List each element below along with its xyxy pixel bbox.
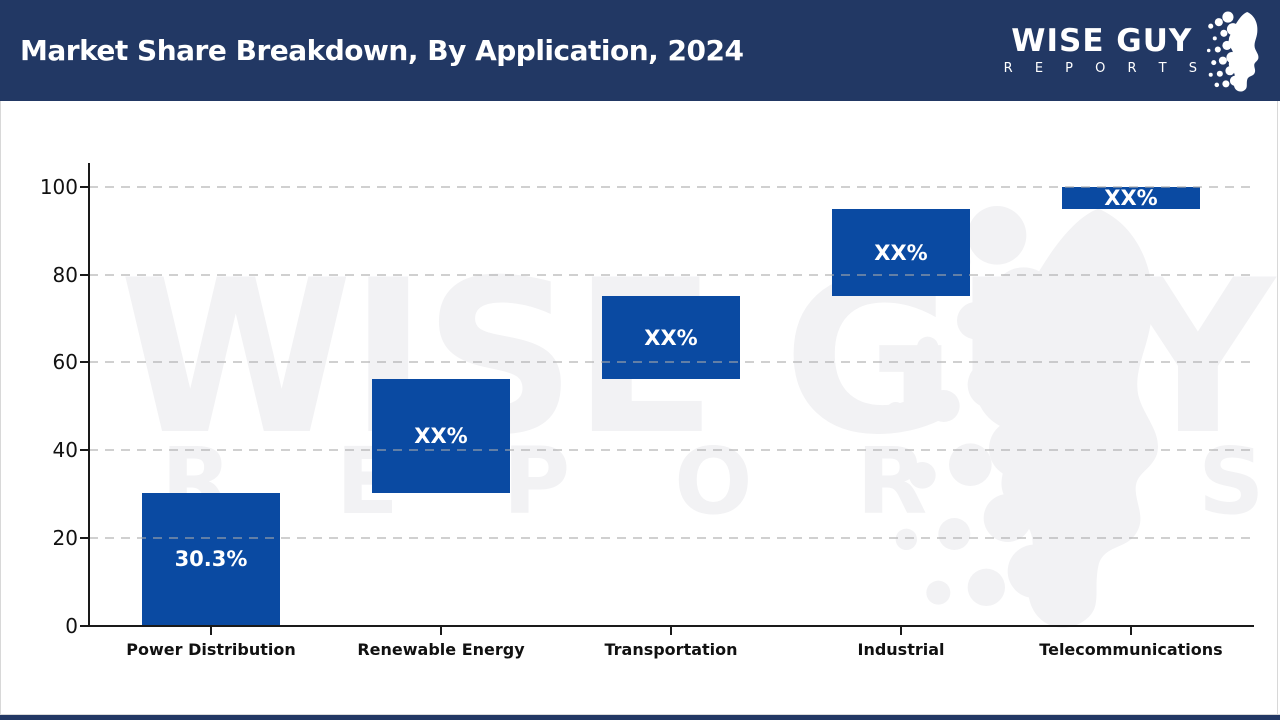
y-tick-80 [80, 273, 88, 276]
bar-value-label: XX% [874, 240, 928, 265]
y-tick-label-60: 60 [52, 350, 78, 375]
category-label-power-distribution: Power Distribution [126, 640, 296, 659]
y-tick-20 [80, 537, 88, 540]
brand-logo-text: WISE GUY R E P O R T S [998, 23, 1206, 76]
bar-value-label: XX% [644, 325, 698, 350]
gridline-20 [89, 537, 1254, 540]
x-tick-3 [900, 627, 902, 635]
y-tick-label-100: 100 [39, 174, 78, 199]
category-label-industrial: Industrial [857, 640, 945, 659]
x-tick-1 [440, 627, 442, 635]
category-label-renewable-energy: Renewable Energy [357, 640, 525, 659]
bar-transportation [602, 296, 740, 380]
header-bar: Market Share Breakdown, By Application, … [0, 0, 1280, 101]
y-tick-100 [80, 185, 88, 188]
category-label-telecommunications: Telecommunications [1039, 640, 1223, 659]
brand-logo: WISE GUY R E P O R T S [998, 0, 1266, 101]
bar-industrial [832, 209, 970, 297]
footer-divider [0, 714, 1280, 715]
bar-value-label: 30.3% [174, 547, 248, 572]
gridline-60 [89, 361, 1254, 364]
gridline-100 [89, 185, 1254, 188]
bar-value-label: XX% [1104, 185, 1158, 210]
bar-telecommunications [1062, 186, 1200, 210]
page-title: Market Share Breakdown, By Application, … [20, 34, 744, 67]
bar-value-label: XX% [414, 423, 468, 448]
x-tick-0 [210, 627, 212, 635]
x-axis-line [88, 624, 1254, 627]
y-tick-40 [80, 449, 88, 452]
category-label-transportation: Transportation [604, 640, 738, 659]
x-tick-2 [670, 627, 672, 635]
gridline-40 [89, 449, 1254, 452]
y-tick-0 [80, 625, 88, 627]
brand-name: WISE GUY [1011, 23, 1193, 59]
y-tick-label-80: 80 [52, 262, 78, 287]
footer-bar [0, 715, 1280, 720]
y-tick-60 [80, 361, 88, 364]
y-tick-label-40: 40 [52, 438, 78, 463]
y-tick-label-0: 0 [65, 614, 78, 638]
gridline-80 [89, 273, 1254, 276]
bar-renewable-energy [372, 379, 510, 493]
y-tick-label-20: 20 [52, 526, 78, 551]
brand-face-icon [1202, 8, 1266, 94]
x-tick-4 [1130, 627, 1132, 635]
brand-subtitle: R E P O R T S [1003, 61, 1206, 76]
bar-power-distribution [142, 492, 280, 626]
y-axis-line [88, 163, 90, 626]
